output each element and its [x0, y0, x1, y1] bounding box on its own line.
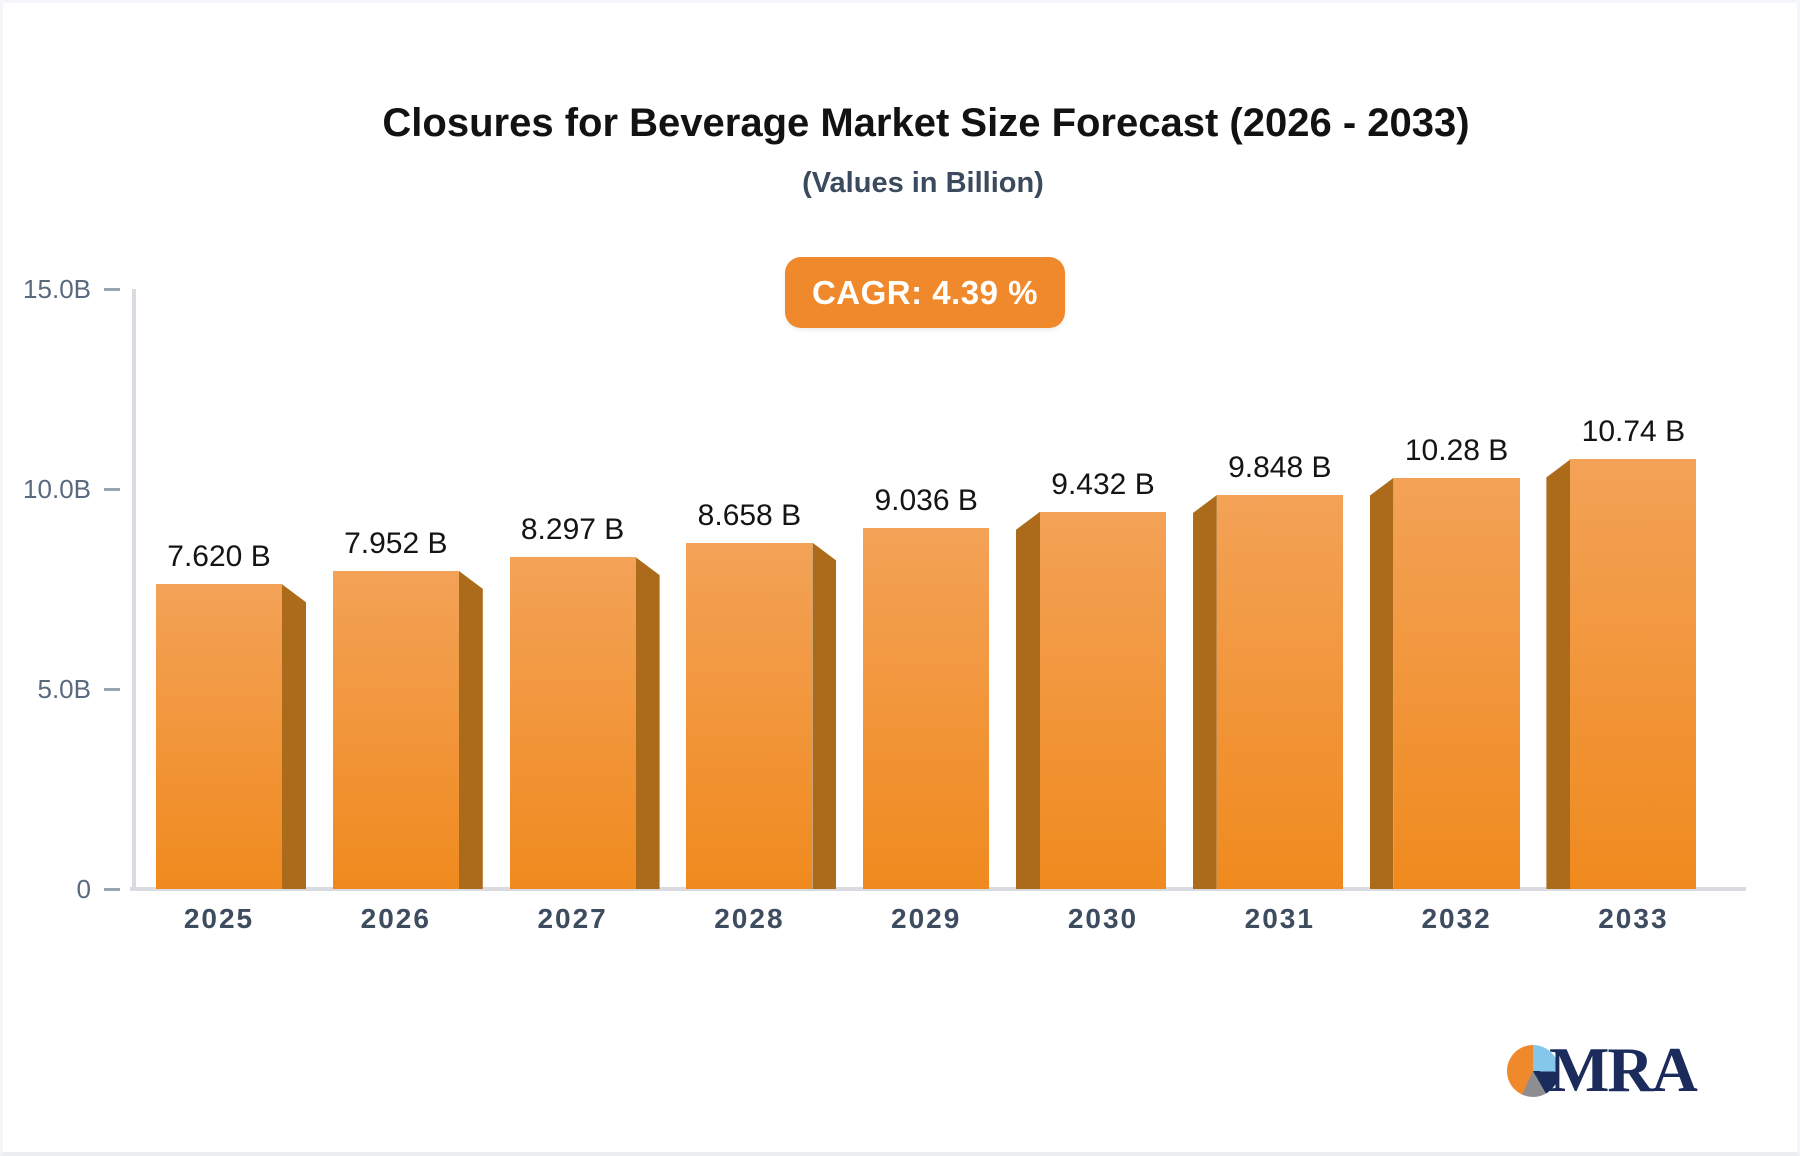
bar-face [1393, 477, 1520, 889]
bar-side [1016, 511, 1040, 889]
bar-value-label: 7.620 B [167, 540, 271, 574]
bar-face [156, 584, 282, 889]
bar-side [1369, 477, 1394, 889]
cagr-badge: CAGR: 4.39 % [785, 257, 1065, 328]
bar-side [1546, 459, 1571, 889]
x-tick-label: 2028 [714, 903, 785, 934]
bar-face [509, 557, 636, 889]
y-tick-dash [104, 888, 120, 891]
bar-value-label: 9.848 B [1228, 451, 1332, 485]
x-tick-label: 2027 [537, 903, 608, 934]
x-tick-label: 2025 [183, 903, 255, 934]
bar-value-label: 8.658 B [697, 498, 802, 532]
y-tick-label: 0 [76, 874, 91, 904]
x-tick-label: 2031 [1244, 903, 1315, 934]
bar-face [1216, 495, 1343, 889]
bar-side [282, 584, 306, 889]
y-tick-label: 10.0B [23, 474, 91, 504]
brand-logo-text: MRA [1549, 1034, 1698, 1105]
x-tick-label: 2030 [1067, 903, 1139, 934]
bar-face [863, 527, 990, 889]
bar-face [1570, 459, 1697, 889]
bar-value-label: 9.432 B [1051, 467, 1155, 501]
bar-side [812, 542, 837, 889]
chart-title: Closures for Beverage Market Size Foreca… [382, 101, 1470, 145]
y-tick-dash [104, 288, 120, 291]
bar-value-label: 8.297 B [520, 513, 625, 547]
bar-face [686, 542, 813, 889]
bar-side [458, 570, 483, 889]
y-tick-dash [104, 488, 120, 491]
x-axis-line [130, 887, 1746, 891]
cagr-badge-label: CAGR: 4.39 % [811, 273, 1039, 311]
y-axis-line [132, 289, 136, 891]
x-tick-label: 2032 [1421, 903, 1492, 934]
bar-value-label: 10.28 B [1404, 433, 1509, 467]
y-tick-dash [104, 688, 120, 691]
x-tick-label: 2026 [360, 903, 431, 934]
x-tick-label: 2029 [891, 903, 962, 934]
bar-side [635, 557, 660, 889]
y-tick-label: 15.0B [23, 274, 91, 304]
bar-side [1192, 495, 1217, 889]
bar-value-label: 7.952 B [344, 526, 448, 560]
brand-logo: MRA [1503, 1034, 1763, 1109]
bar-face [1040, 511, 1166, 889]
bar-face [332, 570, 459, 889]
chart-subtitle: (Values in Billion) [802, 167, 1044, 199]
bar-value-label: 9.036 B [874, 483, 978, 517]
bar-value-label: 10.74 B [1581, 415, 1686, 449]
y-tick-label: 5.0B [37, 674, 92, 704]
pie-chart-logo-icon [1507, 1045, 1559, 1097]
x-tick-label: 2033 [1598, 903, 1669, 934]
